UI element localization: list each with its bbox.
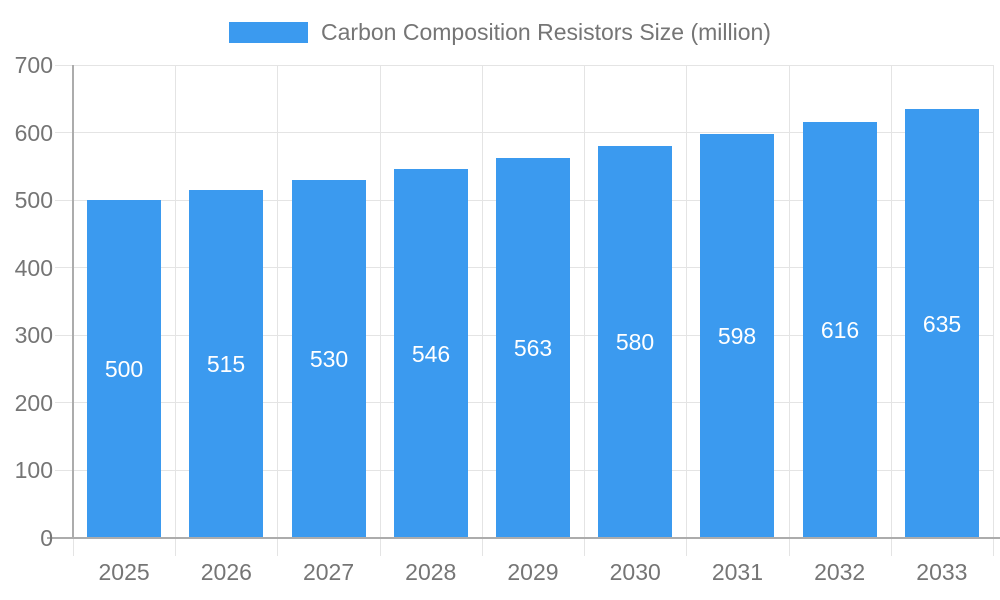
- bar-value-label: 598: [717, 323, 757, 349]
- bar-2033[interactable]: 635: [905, 109, 979, 538]
- bar-value-label: 515: [206, 351, 246, 377]
- y-tick-label: 300: [14, 322, 53, 349]
- x-tick-label: 2026: [200, 559, 252, 585]
- y-tick-label: 200: [14, 389, 53, 416]
- y-tick-label: 500: [14, 187, 53, 214]
- x-tick-label: 2025: [98, 559, 150, 585]
- x-tick-label: 2033: [916, 559, 968, 585]
- x-tick-label: 2031: [711, 559, 764, 585]
- y-gridline: [55, 64, 993, 66]
- y-tick-label: 100: [14, 457, 53, 484]
- x-gridline: [992, 65, 994, 556]
- y-axis-line: [72, 65, 74, 538]
- y-tick-label: 0: [40, 525, 53, 551]
- bar-value-label: 580: [615, 329, 655, 355]
- legend-swatch: [229, 21, 309, 43]
- x-gridline: [481, 65, 483, 556]
- bar-value-label: 546: [411, 340, 451, 367]
- x-gridline: [276, 65, 278, 556]
- x-gridline: [583, 65, 585, 556]
- y-tick-label: 400: [14, 254, 53, 281]
- bar-2026[interactable]: 515: [189, 190, 263, 538]
- bar-2025[interactable]: 500: [87, 200, 161, 538]
- bar-2027[interactable]: 530: [292, 180, 366, 538]
- bar-value-label: 563: [513, 335, 553, 361]
- bar-2030[interactable]: 580: [598, 146, 672, 538]
- x-gridline: [890, 65, 892, 556]
- bar-2031[interactable]: 598: [700, 134, 774, 538]
- x-tick-label: 2027: [302, 559, 355, 585]
- bar-2028[interactable]: 546: [394, 169, 468, 538]
- plot-area: 500 515 530 546 563 580 598 616 635: [55, 64, 994, 556]
- x-axis-line: [47, 537, 1000, 539]
- bar-value-label: 635: [922, 310, 962, 337]
- bar-value-label: 500: [104, 356, 144, 382]
- y-gridline: [55, 132, 993, 134]
- legend-label: Carbon Composition Resistors Size (milli…: [321, 18, 771, 45]
- x-gridline: [788, 65, 790, 556]
- x-gridline: [685, 65, 687, 556]
- x-tick-label: 2029: [507, 559, 559, 585]
- x-gridline: [174, 65, 176, 556]
- bar-2032[interactable]: 616: [803, 122, 877, 538]
- x-gridline: [379, 65, 381, 556]
- bar-value-label: 530: [309, 346, 349, 372]
- chart-legend[interactable]: Carbon Composition Resistors Size (milli…: [0, 16, 1000, 48]
- y-tick-label: 700: [14, 52, 53, 78]
- bar-value-label: 616: [820, 317, 860, 343]
- y-tick-label: 600: [14, 119, 53, 146]
- x-tick-label: 2030: [609, 559, 661, 585]
- x-tick-label: 2032: [814, 559, 866, 585]
- bar-2029[interactable]: 563: [496, 158, 570, 538]
- x-tick-label: 2028: [405, 559, 457, 585]
